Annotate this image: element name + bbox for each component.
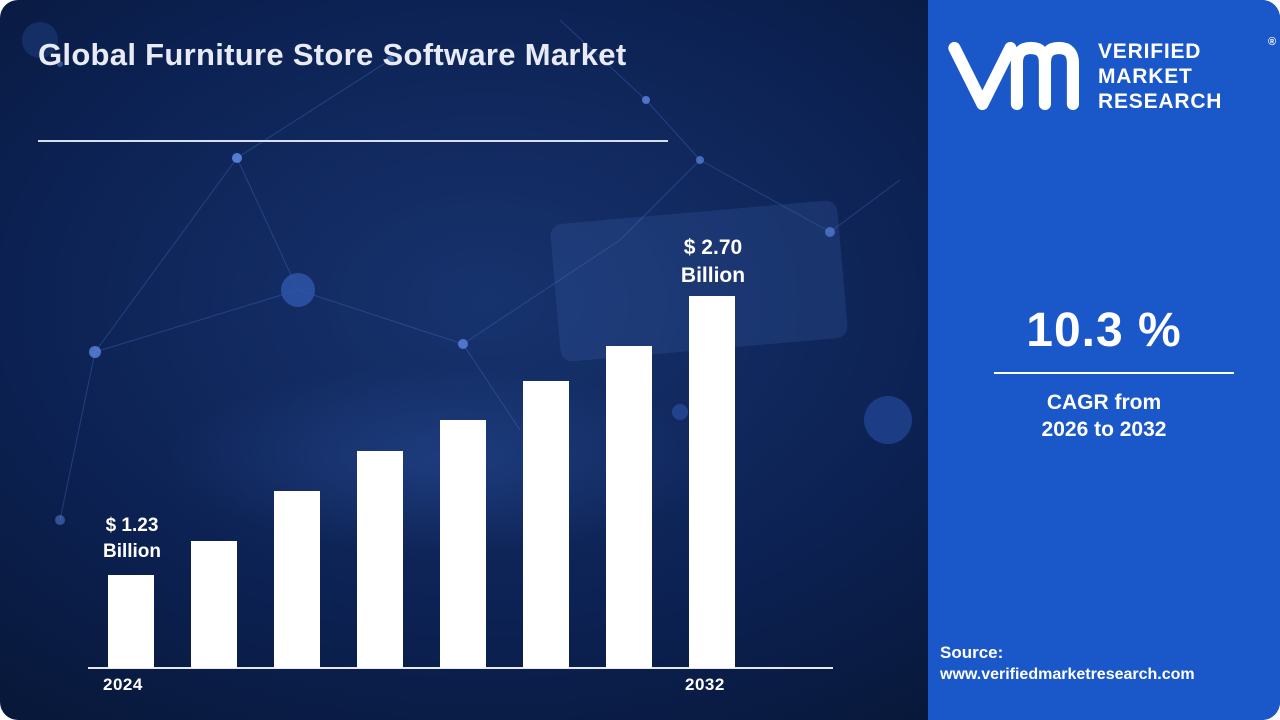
first-bar-unit: Billion (102, 541, 162, 562)
cagr-caption-line-1: CAGR from (1046, 391, 1162, 414)
bar (523, 381, 569, 668)
registered-trademark-mark: ® (1268, 36, 1277, 48)
source-block: Source: www.verifiedmarketresearch.com (940, 642, 1272, 686)
page-title: Global Furniture Store Software Market (38, 37, 627, 72)
brand-line-1: VERIFIED (1098, 39, 1202, 63)
x-tick-2032: 2032 (685, 675, 725, 694)
cagr-caption-line-2: 2026 to 2032 (1041, 418, 1167, 441)
last-bar-value-label: $ 2.70 Billion (663, 234, 763, 290)
first-bar-value-label: $ 1.23 Billion (82, 513, 182, 565)
bar-series (88, 288, 833, 668)
cagr-value: 10.3 % (1026, 304, 1182, 357)
bar (440, 420, 486, 668)
bar (357, 451, 403, 668)
brand-line-2: MARKET (1098, 64, 1193, 88)
x-axis-line (88, 667, 833, 669)
source-url[interactable]: www.verifiedmarketresearch.com (940, 666, 1195, 683)
sidebar-panel: VERIFIED MARKET RESEARCH ® 10.3 % CAGR f… (928, 0, 1280, 720)
first-bar-value: $ 1.23 (105, 515, 159, 536)
last-bar-unit: Billion (680, 264, 746, 287)
cagr-caption: CAGR from 2026 to 2032 (928, 389, 1280, 443)
vmr-logo: VERIFIED MARKET RESEARCH ® (946, 34, 1276, 118)
bar (606, 346, 652, 668)
source-label: Source: (940, 643, 1004, 662)
vmr-monogram-icon (948, 41, 1079, 111)
brand-line-3: RESEARCH (1098, 89, 1223, 113)
bar (191, 541, 237, 668)
x-tick-2024: 2024 (103, 675, 143, 694)
bar (108, 575, 154, 668)
cagr-divider (994, 372, 1234, 374)
brand-name: VERIFIED MARKET RESEARCH (1098, 39, 1222, 114)
bar (274, 491, 320, 668)
last-bar-value: $ 2.70 (683, 236, 743, 259)
bar (689, 296, 735, 668)
title-underline (38, 140, 668, 142)
